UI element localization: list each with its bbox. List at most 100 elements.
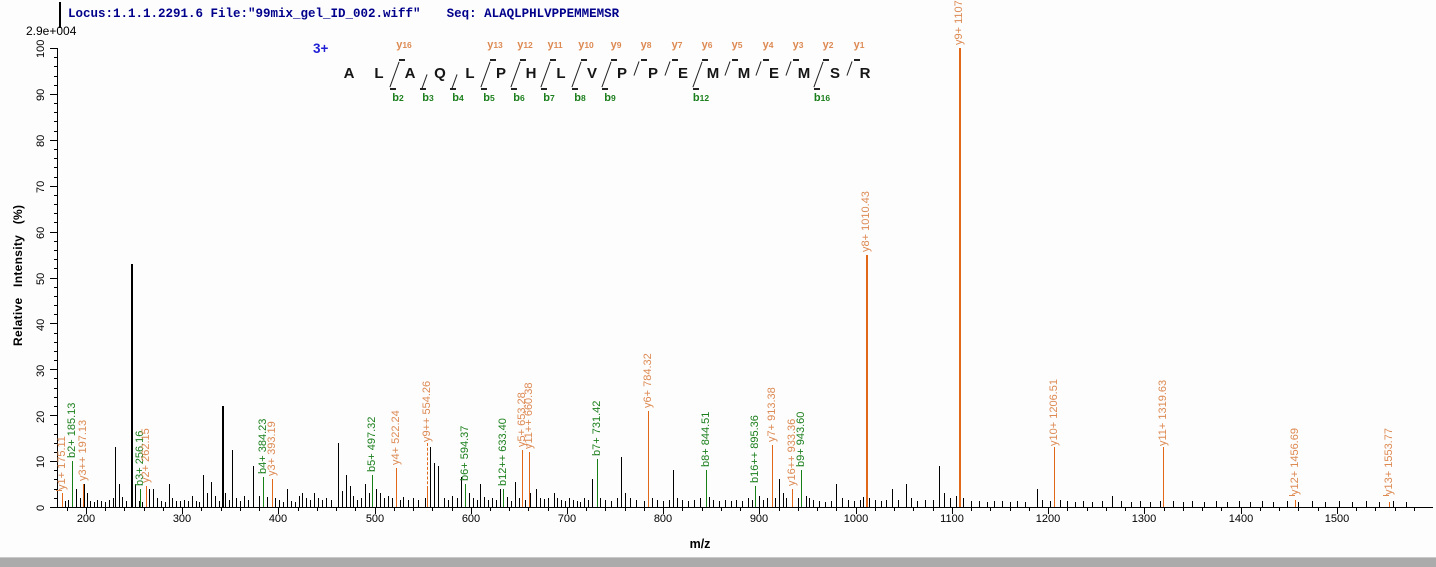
peak [322,500,323,507]
b-slash-foot [390,88,396,90]
y-ion-peak [772,445,773,507]
peak [1393,501,1394,507]
peak [115,447,116,507]
peak [875,500,876,507]
peak [630,498,631,507]
y-axis-minor-tick [54,443,57,444]
y-slash-foot [793,59,799,61]
peak [408,500,409,507]
x-axis-minor-tick [682,508,683,511]
y-axis-minor-tick [54,424,57,425]
x-axis-minor-tick [1298,508,1299,511]
x-axis-tick-label: 800 [653,513,673,525]
y-axis-tick-label: 100 [35,39,47,58]
x-axis-minor-tick [509,508,510,511]
peak [444,498,445,507]
b-ion-peak-label: b9+ 943.60 [795,411,807,467]
peak [165,502,166,507]
y-ion-peak [959,48,961,507]
peak [94,502,95,507]
peak [1366,501,1367,507]
peak [400,500,401,507]
peak [944,493,945,507]
peak [1140,501,1141,507]
peak [76,489,77,507]
y-axis-minor-tick [54,103,57,104]
peak [682,500,683,507]
peak [652,498,653,507]
sequence-residue: H [525,65,537,82]
y-slash-foot [823,59,829,61]
peak [338,443,339,507]
x-axis-major-tick [1241,508,1242,514]
fragment-ion-label: b4 [452,92,464,104]
peak [611,501,612,507]
peak [709,497,710,507]
peak [554,493,555,507]
peak [1173,501,1174,507]
x-axis-minor-tick [990,508,991,511]
charge-state-label: 3+ [313,41,329,56]
b-ion-peak [706,470,707,507]
sequence-residue: P [495,65,506,82]
peak [295,502,296,507]
peak [580,502,581,507]
x-axis-major-tick [1048,508,1049,514]
y-ion-peak [83,484,84,507]
y-axis-tick-label: 30 [35,364,47,377]
peak [511,501,512,507]
y-ion-label-connector [427,443,428,489]
y-axis-minor-tick [54,195,57,196]
sequence-residue: L [374,65,384,82]
peak [950,498,951,507]
peak [1312,501,1313,507]
y-ion-label-connector [1163,447,1164,489]
peak [987,502,988,507]
peak [469,493,470,507]
sequence-residue: R [859,65,871,82]
sequence-residue: V [586,65,597,82]
peak [911,498,912,507]
x-axis-minor-tick [702,508,703,511]
peak [172,498,173,507]
y-axis-tick-label: 50 [35,272,47,285]
x-axis-major-tick [567,508,568,514]
b-ion-peak-label: b7+ 731.42 [591,400,603,456]
peak [565,501,566,507]
y-axis-tick-label: 20 [35,410,47,423]
y-axis-minor-tick [54,131,57,132]
peak [694,500,695,507]
x-axis-minor-tick [1356,508,1357,511]
fragment-ion-label: y13 [487,39,503,51]
peak [813,500,814,507]
peak [448,500,449,507]
x-axis-minor-tick [971,508,972,511]
x-axis-tick-label: 500 [365,513,385,525]
peak [369,493,370,507]
peak [688,501,689,507]
peak [886,500,887,507]
peak [80,498,81,507]
peak [452,496,453,507]
fragment-ion-label: y1 [853,39,865,51]
peak [1050,501,1051,507]
peak [131,264,133,507]
peak [225,493,226,507]
peak [657,500,658,507]
peak [971,501,972,507]
y-ion-label-connector [1054,447,1055,486]
peak-label-base-tick [56,490,62,491]
sequence-residue: A [404,65,416,82]
peak [267,497,268,507]
sequence-residue: E [768,65,779,82]
peak [240,501,241,507]
y-ion-peak [529,452,530,507]
y-ion-peak [62,493,63,507]
y-axis-minor-tick [54,167,57,168]
peak [836,484,837,507]
x-axis-minor-tick [586,508,587,511]
peak [283,502,284,507]
y-axis-minor-tick [54,397,57,398]
fragment-ion-label: b8 [574,92,586,104]
y-axis-minor-tick [54,342,57,343]
